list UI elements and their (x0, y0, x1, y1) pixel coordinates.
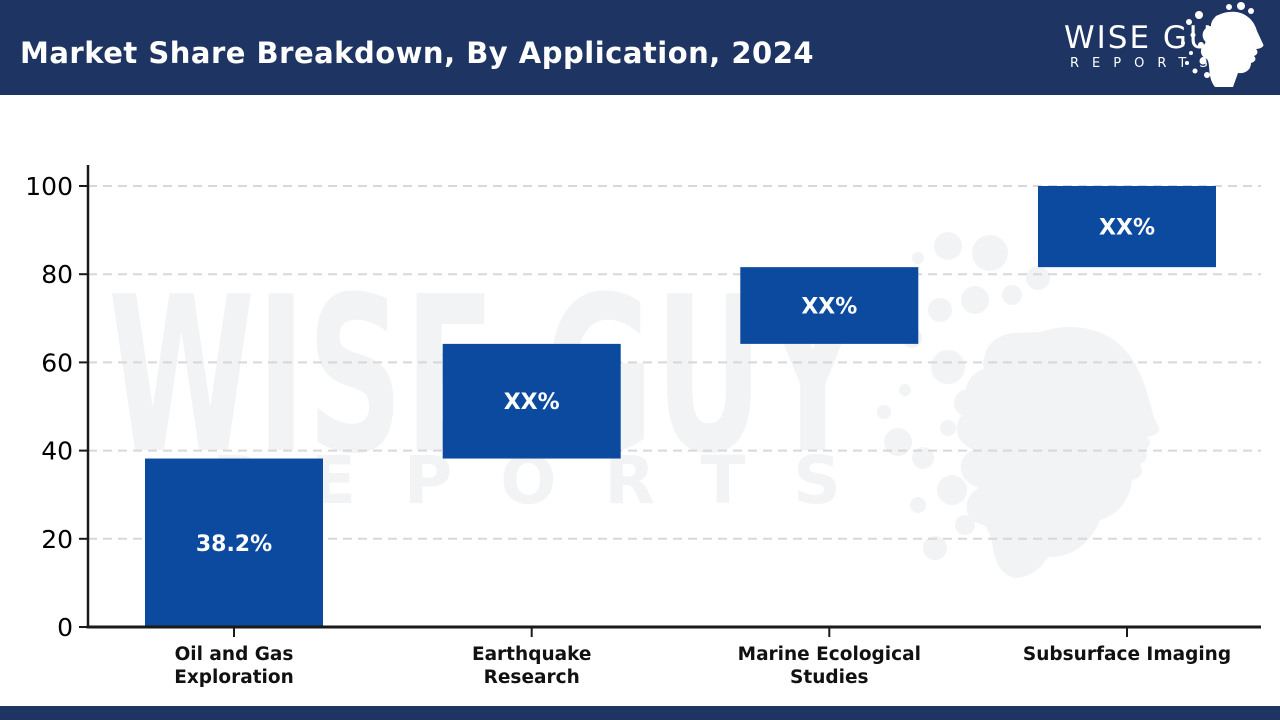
brand-logo: WISE GUY REPORTS (1022, 0, 1272, 95)
logo-head-icon (1181, 2, 1264, 88)
bar-value-label: XX% (801, 295, 857, 320)
y-tick-label: 20 (41, 525, 73, 554)
y-tick-label: 0 (57, 613, 73, 642)
chart-title: Market Share Breakdown, By Application, … (20, 36, 815, 70)
y-tick-label: 40 (41, 437, 73, 466)
y-tick-label: 80 (41, 260, 73, 289)
x-category-label: Oil and Gas Exploration (174, 644, 294, 688)
bar-segment (442, 343, 621, 459)
bar-segment (740, 267, 919, 344)
bar-value-label: XX% (504, 390, 560, 415)
bar-segment (1038, 186, 1216, 268)
bar-segment (145, 458, 323, 627)
header-bar: Market Share Breakdown, By Application, … (0, 0, 1280, 95)
x-category-label: Subsurface Imaging (1023, 644, 1231, 665)
bar-value-label: 38.2% (196, 532, 272, 557)
x-category-label: Marine Ecological Studies (738, 644, 921, 688)
x-category-label: Earthquake Research (472, 644, 592, 688)
bar-value-label: XX% (1099, 216, 1155, 241)
footer-bar (0, 706, 1280, 720)
y-tick-label: 100 (25, 172, 73, 201)
logo-subtext: REPORTS (1070, 56, 1221, 71)
y-tick-label: 60 (41, 348, 73, 377)
